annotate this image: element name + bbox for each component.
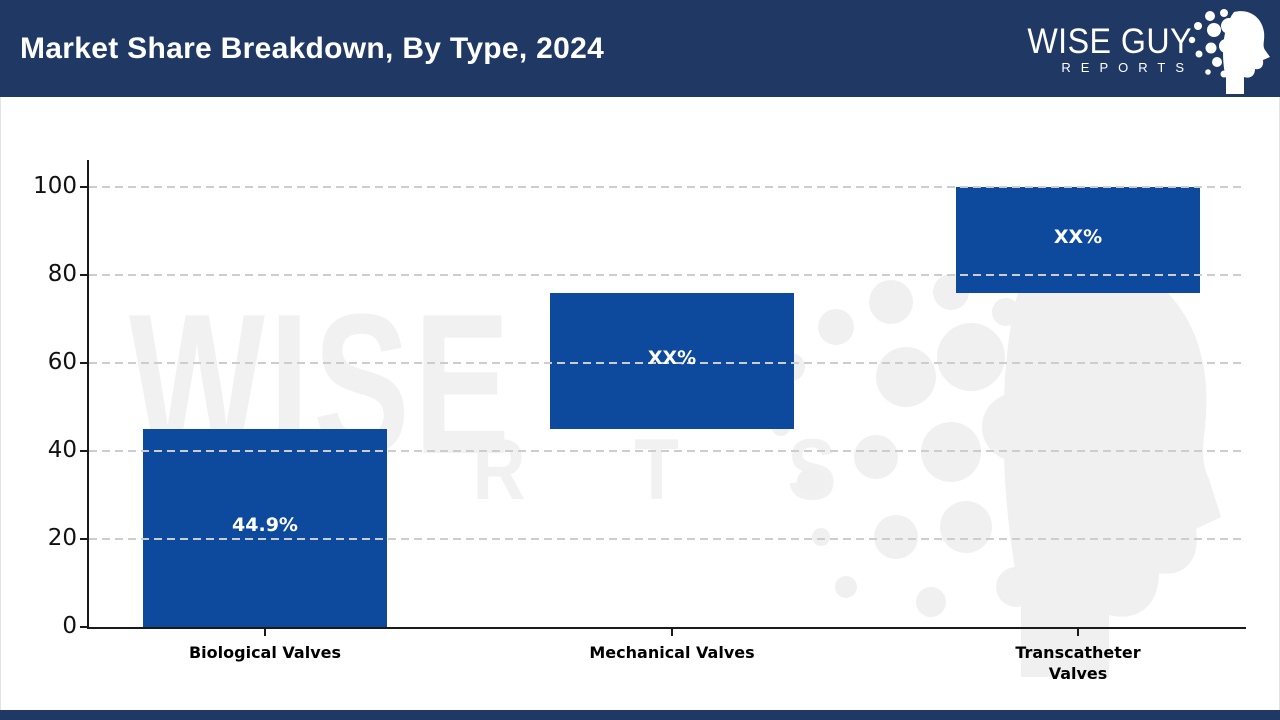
gridline-60 bbox=[89, 362, 1246, 364]
y-tick-mark bbox=[80, 274, 88, 276]
logo-wordmark: WISE GUY bbox=[1027, 22, 1192, 61]
y-tick-label: 60 bbox=[47, 349, 77, 375]
y-axis-line bbox=[87, 160, 89, 629]
bar-1 bbox=[143, 429, 387, 627]
bar-2 bbox=[550, 293, 794, 430]
gridline-40 bbox=[89, 450, 1246, 452]
gridline-80 bbox=[89, 274, 1246, 276]
y-tick-mark bbox=[80, 450, 88, 452]
y-tick-label: 100 bbox=[33, 173, 77, 199]
header-band: Market Share Breakdown, By Type, 2024 WI… bbox=[0, 0, 1280, 97]
y-tick-mark bbox=[80, 362, 88, 364]
x-axis-line bbox=[87, 627, 1246, 629]
x-tick-mark bbox=[264, 629, 266, 636]
logo-subtext: REPORTS bbox=[1061, 60, 1194, 75]
y-tick-label: 0 bbox=[62, 613, 77, 639]
y-tick-mark bbox=[80, 538, 88, 540]
x-category-label: Mechanical Valves bbox=[589, 643, 755, 662]
chart-title: Market Share Breakdown, By Type, 2024 bbox=[20, 31, 605, 65]
x-category-label: Transcatheter Valves bbox=[1015, 643, 1141, 683]
gridline-100 bbox=[89, 186, 1246, 188]
y-tick-label: 80 bbox=[47, 261, 77, 287]
footer-band bbox=[0, 710, 1280, 720]
bar-value-label: 44.9% bbox=[232, 514, 298, 537]
wise-guy-reports-logo: WISE GUY REPORTS bbox=[1000, 4, 1270, 94]
x-category-label: Biological Valves bbox=[188, 643, 341, 662]
y-tick-mark bbox=[80, 186, 88, 188]
bar-value-label: XX% bbox=[1053, 226, 1103, 249]
logo-face-icon bbox=[1188, 9, 1270, 94]
x-tick-mark bbox=[671, 629, 673, 636]
y-tick-mark bbox=[80, 626, 88, 628]
bar-value-label: XX% bbox=[647, 347, 697, 370]
gridline-20 bbox=[89, 538, 1246, 540]
x-tick-mark bbox=[1077, 629, 1079, 636]
y-tick-label: 20 bbox=[47, 525, 77, 551]
y-tick-label: 40 bbox=[47, 437, 77, 463]
chart-canvas: WISE P O R T S 44.9% XX% XX% 0 20 40 60 80 100 Bi… bbox=[0, 97, 1280, 710]
